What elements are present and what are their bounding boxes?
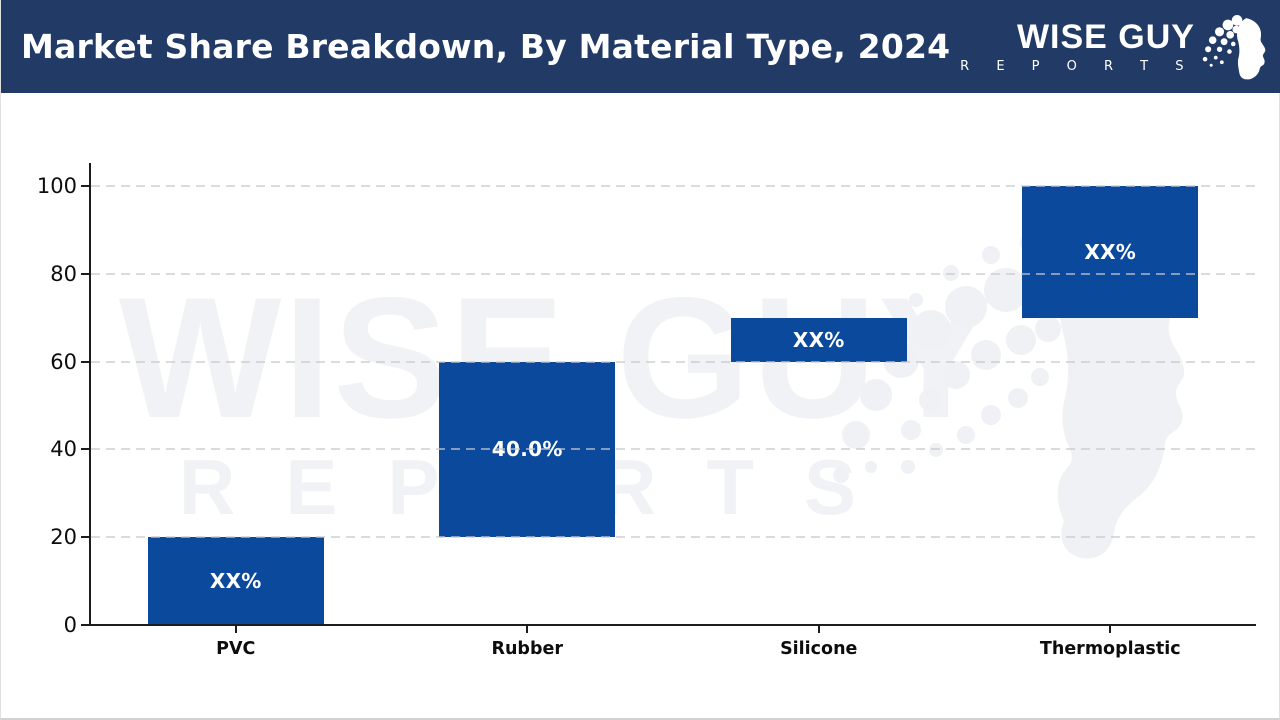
y-tick-label-40: 40 xyxy=(50,437,77,462)
bar-pvc: XX% xyxy=(147,537,324,625)
gridline-100 xyxy=(91,185,1256,187)
bar-value-label-silicone: XX% xyxy=(792,327,845,352)
y-tick-mark-0 xyxy=(81,624,89,626)
brand-logo-text: WISE GUY R E P O R T S xyxy=(956,20,1195,73)
x-tick-mark-silicone xyxy=(817,626,820,633)
x-tick-label-rubber: Rubber xyxy=(491,639,564,659)
bar-value-label-thermoplastic: XX% xyxy=(1084,239,1137,264)
gridline-80 xyxy=(91,272,1256,275)
y-tick-label-60: 60 xyxy=(50,349,77,374)
y-tick-label-100: 100 xyxy=(36,174,77,198)
gridline-40 xyxy=(91,448,1256,451)
x-tick-label-thermoplastic: Thermoplastic xyxy=(1039,639,1181,659)
x-tick-label-pvc: PVC xyxy=(216,639,256,659)
y-tick-label-20: 20 xyxy=(50,525,77,550)
bar-thermoplastic: XX% xyxy=(1022,186,1199,318)
y-tick-mark-60 xyxy=(81,360,89,363)
y-tick-mark-20 xyxy=(81,536,89,539)
brand-logo: WISE GUY R E P O R T S xyxy=(956,0,1269,93)
bar-silicone: XX% xyxy=(730,317,907,362)
chart-title: Market Share Breakdown, By Material Type… xyxy=(21,27,951,66)
header-bar: Market Share Breakdown, By Material Type… xyxy=(1,0,1280,93)
x-axis-line xyxy=(89,624,1256,626)
bar-value-label-pvc: XX% xyxy=(209,569,262,594)
y-axis-line xyxy=(89,163,91,626)
brand-logo-sub-text: R E P O R T S xyxy=(960,59,1195,74)
x-tick-mark-rubber xyxy=(526,626,529,633)
brand-logo-face-icon xyxy=(1202,14,1266,79)
y-tick-label-80: 80 xyxy=(50,261,77,286)
y-tick-mark-100 xyxy=(81,185,89,187)
gridline-20 xyxy=(91,536,1256,539)
x-tick-mark-pvc xyxy=(234,626,237,633)
gridline-60 xyxy=(91,360,1256,363)
y-tick-label-0: 0 xyxy=(63,613,77,637)
brand-logo-main-text: WISE GUY xyxy=(1016,18,1195,56)
y-tick-mark-40 xyxy=(81,448,89,451)
x-tick-mark-thermoplastic xyxy=(1109,626,1112,633)
x-tick-label-silicone: Silicone xyxy=(780,639,858,659)
y-tick-mark-80 xyxy=(81,272,89,275)
